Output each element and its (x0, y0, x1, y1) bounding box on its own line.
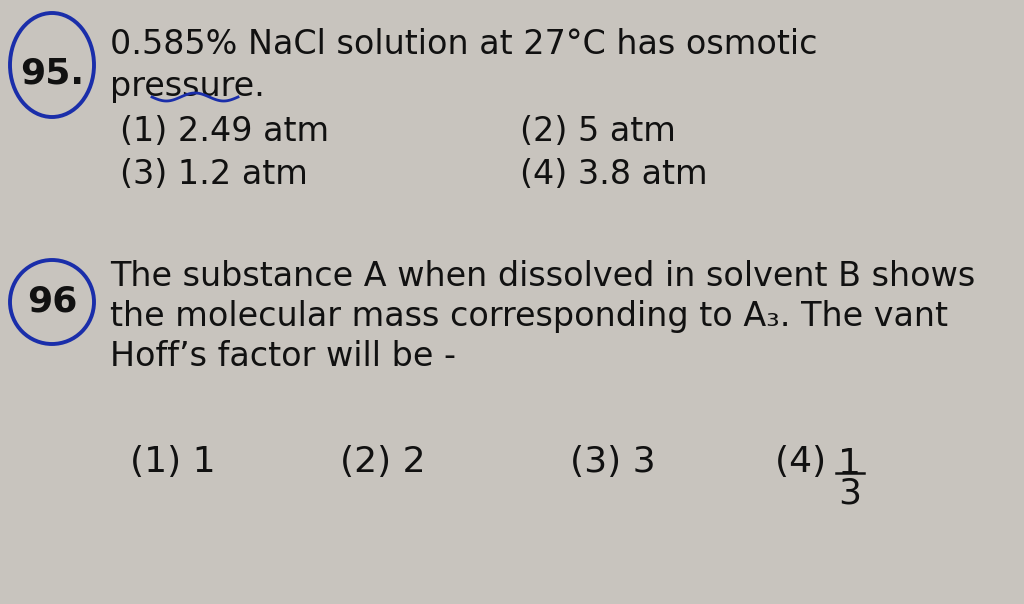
Text: 3: 3 (839, 476, 861, 510)
Text: pressure.: pressure. (110, 70, 265, 103)
Text: 96: 96 (27, 285, 77, 319)
Text: (1) 2.49 atm: (1) 2.49 atm (120, 115, 329, 148)
Text: Hoff’s factor will be -: Hoff’s factor will be - (110, 340, 456, 373)
Text: (1) 1: (1) 1 (130, 445, 216, 479)
Text: (2) 2: (2) 2 (340, 445, 426, 479)
Text: (4): (4) (775, 445, 838, 479)
Text: 95.: 95. (20, 56, 84, 90)
Text: the molecular mass corresponding to A₃. The vant: the molecular mass corresponding to A₃. … (110, 300, 948, 333)
Text: (2) 5 atm: (2) 5 atm (520, 115, 676, 148)
Text: (3) 1.2 atm: (3) 1.2 atm (120, 158, 308, 191)
Text: 1: 1 (839, 447, 861, 481)
Text: The substance A when dissolved in solvent B shows: The substance A when dissolved in solven… (110, 260, 975, 293)
Text: (4) 3.8 atm: (4) 3.8 atm (520, 158, 708, 191)
Text: 0.585% NaCl solution at 27°C has osmotic: 0.585% NaCl solution at 27°C has osmotic (110, 28, 817, 61)
Text: (3) 3: (3) 3 (570, 445, 655, 479)
